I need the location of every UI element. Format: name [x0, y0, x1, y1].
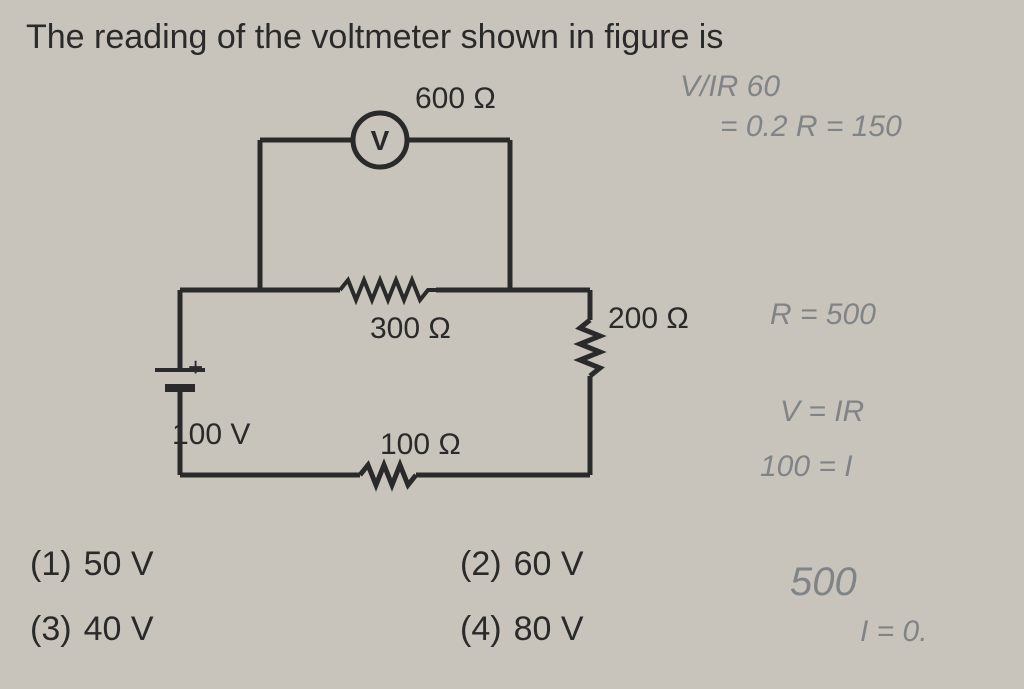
option-1-num: (1) — [30, 545, 72, 584]
label-100ohm: 100 Ω — [380, 428, 461, 462]
label-plus: + — [188, 352, 203, 383]
question-text: The reading of the voltmeter shown in fi… — [26, 18, 723, 57]
option-2-num: (2) — [460, 545, 502, 584]
option-4: (4) 80 V — [460, 610, 860, 649]
annotation-5: 100 = I — [760, 450, 853, 484]
voltmeter-label: V — [371, 125, 390, 156]
annotation-3: R = 500 — [770, 298, 876, 332]
label-source: 100 V — [172, 418, 250, 452]
annotation-2: = 0.2 R = 150 — [720, 110, 902, 144]
option-3-num: (3) — [30, 610, 72, 649]
option-3-text: 40 V — [84, 610, 154, 649]
resistor-200 — [580, 320, 600, 376]
annotation-7: I = 0. — [860, 615, 928, 649]
option-1-text: 50 V — [84, 545, 154, 584]
option-2-text: 60 V — [514, 545, 584, 584]
resistor-100 — [360, 465, 416, 485]
label-600ohm: 600 Ω — [415, 82, 496, 116]
options-grid: (1) 50 V (2) 60 V (3) 40 V (4) 80 V — [30, 545, 860, 649]
annotation-4: V = IR — [780, 395, 864, 429]
annotation-6: 500 — [790, 560, 857, 605]
option-4-num: (4) — [460, 610, 502, 649]
option-1: (1) 50 V — [30, 545, 460, 584]
label-300ohm: 300 Ω — [370, 312, 451, 346]
option-4-text: 80 V — [514, 610, 584, 649]
annotation-1: V/IR 60 — [680, 70, 780, 104]
label-200ohm: 200 Ω — [608, 302, 689, 336]
option-3: (3) 40 V — [30, 610, 460, 649]
